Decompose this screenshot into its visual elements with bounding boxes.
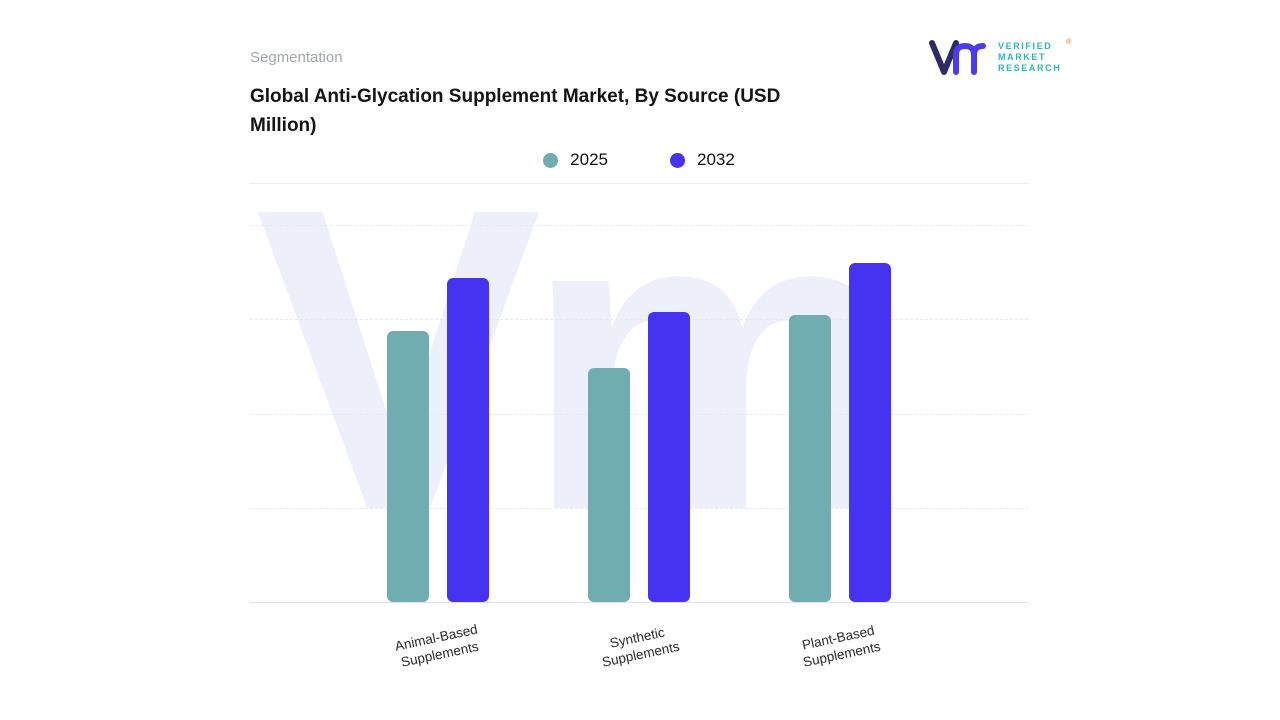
bar-2032-synthetic-supplements[interactable] xyxy=(648,311,690,602)
legend-dot-2025 xyxy=(543,152,559,168)
bar-group-plant-based-supplements xyxy=(789,225,891,602)
vmr-logo-text: VERIFIED MARKET RESEARCH ® xyxy=(998,39,1071,74)
plot-area: Vm xyxy=(250,145,1028,603)
legend-item-2032[interactable]: 2032 xyxy=(670,150,735,170)
legend-label-2025: 2025 xyxy=(570,150,608,169)
bar-2025-plant-based-supplements[interactable] xyxy=(789,315,831,602)
gridline xyxy=(250,507,1028,509)
vmr-logo: VERIFIED MARKET RESEARCH ® xyxy=(928,36,1071,78)
x-axis-labels: Animal-Based Supplements Synthetic Supple… xyxy=(250,615,1028,670)
logo-line-verified: VERIFIED xyxy=(998,40,1053,51)
logo-line-market: MARKET xyxy=(998,51,1047,62)
x-axis-label-slot: Animal-Based Supplements xyxy=(387,615,489,670)
header-divider xyxy=(250,183,1028,184)
legend-item-2025[interactable]: 2025 xyxy=(543,150,608,170)
bar-2032-animal-based-supplements[interactable] xyxy=(447,277,489,602)
bar-2032-plant-based-supplements[interactable] xyxy=(849,262,891,602)
vmr-logo-mark-icon xyxy=(929,40,986,75)
x-axis-label-animal-based-supplements: Animal-Based Supplements xyxy=(393,621,480,670)
registered-trademark-icon: ® xyxy=(1066,38,1072,46)
chart-legend: 2025 2032 xyxy=(250,150,1028,170)
x-axis-label-plant-based-supplements: Plant-Based Supplements xyxy=(800,622,882,670)
x-axis-label-synthetic-supplements: Synthetic Supplements xyxy=(600,624,681,670)
bars-row xyxy=(250,225,1028,602)
logo-line-research: RESEARCH xyxy=(998,62,1062,73)
x-axis-label-slot: Plant-Based Supplements xyxy=(789,615,891,670)
bar-group-animal-based-supplements xyxy=(387,225,489,602)
gridline xyxy=(250,413,1028,415)
x-axis-label-slot: Synthetic Supplements xyxy=(588,615,690,670)
bar-2025-animal-based-supplements[interactable] xyxy=(387,330,429,602)
chart-title: Global Anti-Glycation Supplement Market,… xyxy=(250,86,781,136)
bar-group-synthetic-supplements xyxy=(588,225,690,602)
legend-dot-2032 xyxy=(670,152,685,168)
eyebrow-label: Segmentation xyxy=(250,49,343,66)
gridline xyxy=(250,319,1028,321)
bar-2025-synthetic-supplements[interactable] xyxy=(588,368,630,602)
gridline xyxy=(250,225,1028,226)
legend-label-2032: 2032 xyxy=(697,150,735,169)
